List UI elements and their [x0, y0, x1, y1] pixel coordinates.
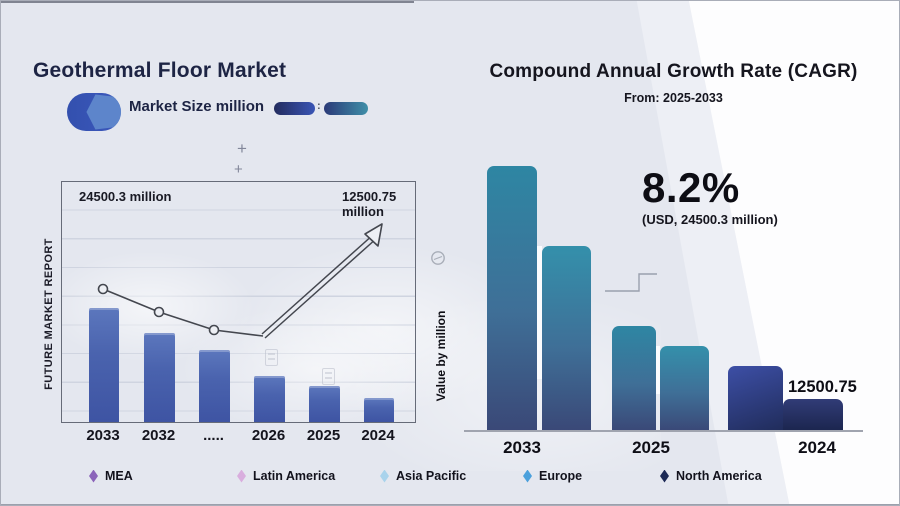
market-size-bar-2032 — [144, 333, 175, 422]
step-connector-line — [605, 273, 657, 292]
bar-value-annotation: 12500.75 — [788, 378, 857, 396]
trend-arrow-overlay — [97, 223, 383, 339]
x-axis-label: 2033 — [86, 427, 120, 444]
bottom-edge-line — [1, 504, 899, 505]
legend-item-north-america: North America — [660, 467, 762, 485]
legend-label: Europe — [539, 469, 583, 483]
cagr-title: Compound Annual Growth Rate (CAGR) — [489, 61, 858, 82]
legend-item-latin-america: Latin America — [237, 467, 335, 485]
market-size-bar-2024 — [364, 398, 394, 422]
cagr-bar-primary-2033 — [487, 166, 537, 431]
legend-item-asia-pacific: Asia Pacific — [380, 467, 466, 485]
plus-decoration-icon: + — [237, 139, 247, 158]
cagr-usd-caption: (USD, 24500.3 million) — [642, 212, 778, 227]
legend-item-europe: Europe — [523, 467, 582, 485]
x-axis-label: 2025 — [306, 427, 341, 444]
top-edge-line — [1, 1, 414, 3]
legend-label: MEA — [105, 469, 133, 483]
market-size-bar-..... — [199, 350, 230, 422]
diamond-marker-icon — [237, 469, 246, 483]
diamond-marker-icon — [523, 469, 532, 483]
x-axis-label: 2032 — [141, 427, 176, 444]
market-size-x-axis: 2033 2032..... 2026 2025 2024 — [61, 427, 416, 447]
bar-gap-highlight — [537, 246, 542, 379]
cagr-bar-secondary-2025 — [660, 346, 709, 431]
x-axis-label: 2024 — [361, 427, 395, 444]
diamond-marker-icon — [660, 469, 669, 483]
circle-slash-icon — [431, 251, 445, 265]
legend-label: Asia Pacific — [396, 469, 467, 483]
cylinder-icon — [67, 93, 121, 131]
x-axis-label: 2025 — [632, 438, 670, 457]
end-value-annotation: 12500.75 million — [342, 189, 397, 219]
cagr-percentage: 8.2% — [642, 164, 740, 211]
x-axis-label: 2033 — [503, 438, 541, 457]
legend-pill-dark — [274, 102, 315, 115]
market-size-chart — [61, 181, 416, 423]
cagr-bar-secondary-2024 — [783, 399, 843, 431]
legend-label: Latin America — [253, 469, 336, 483]
ghost-document-icon — [265, 349, 278, 366]
cagr-bar-secondary-2033 — [542, 246, 591, 431]
legend-label: North America — [676, 469, 762, 483]
market-size-bar-2026 — [254, 376, 285, 422]
diamond-marker-icon — [380, 469, 389, 483]
market-size-legend-label: Market Size million — [129, 98, 265, 115]
cagr-x-axis: 2033 2025 2024 — [1, 438, 899, 460]
page-title: Geothermal Floor Market — [33, 59, 287, 82]
x-axis-label: 2024 — [798, 438, 836, 457]
diamond-marker-icon — [89, 469, 98, 483]
bar-gap-highlight — [656, 346, 660, 394]
x-axis-label: ..... — [203, 427, 224, 444]
ghost-document-icon — [322, 368, 335, 385]
cagr-bar-primary-2024 — [728, 366, 783, 431]
start-value-annotation: 24500.3 million — [79, 189, 172, 204]
legend-pill-teal — [324, 102, 368, 115]
market-size-bars — [62, 182, 415, 422]
x-axis-label: 2026 — [251, 427, 286, 444]
legend-item-mea: MEA — [89, 467, 133, 485]
cagr-axis-line — [464, 430, 863, 432]
market-size-bar-2033 — [89, 308, 119, 422]
cagr-bar-primary-2025 — [612, 326, 656, 431]
cagr-subtitle: From: 2025-2033 — [624, 91, 723, 105]
legend-pill-separator: : — [317, 100, 321, 112]
market-size-bar-2025 — [309, 386, 340, 422]
plus-decoration-icon: + — [234, 161, 243, 178]
